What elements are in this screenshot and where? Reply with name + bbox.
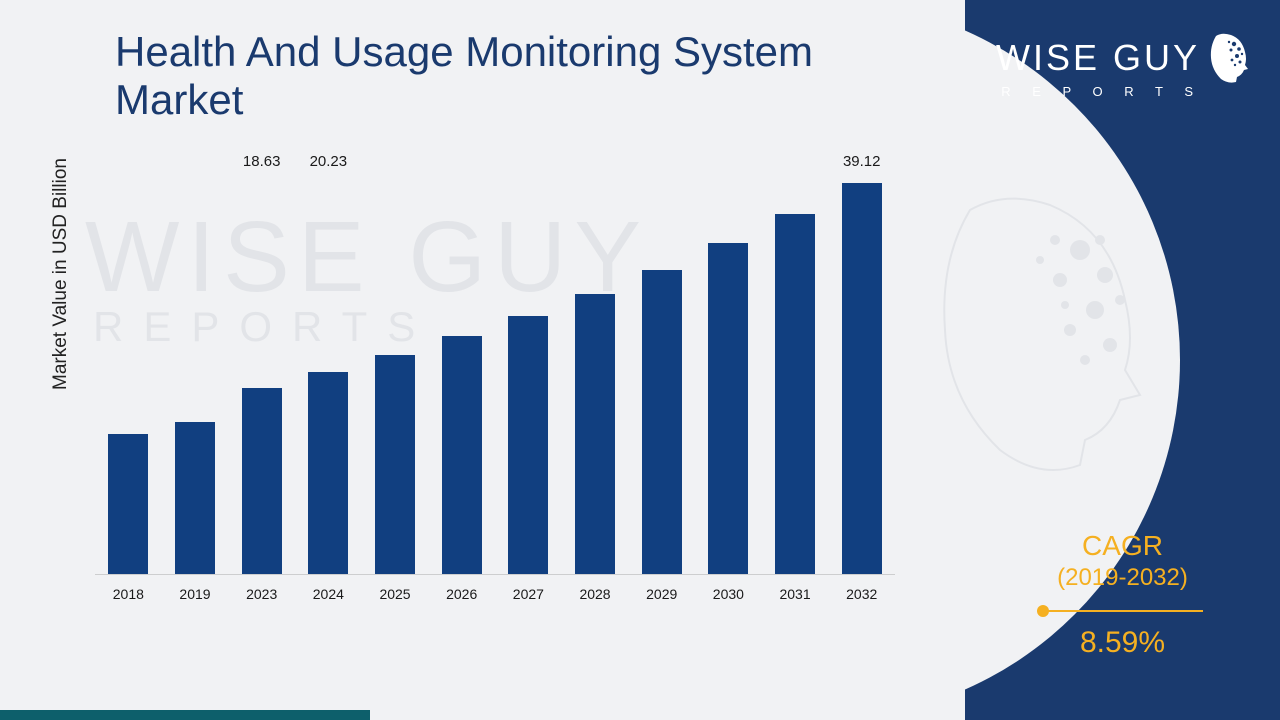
bar-group: 39.12	[828, 175, 895, 574]
bar	[842, 183, 882, 574]
bottom-accent-bar	[0, 710, 370, 720]
bar-group: 18.63	[228, 175, 295, 574]
bar	[375, 355, 415, 574]
bar	[508, 316, 548, 574]
watermark-head-icon	[910, 170, 1170, 490]
bar	[175, 422, 215, 574]
bar-group	[362, 175, 429, 574]
cagr-panel: CAGR (2019-2032) 8.59%	[995, 530, 1250, 660]
logo-text-sub: R E P O R T S	[996, 84, 1252, 99]
x-tick-label: 2028	[562, 580, 629, 605]
chart-title: Health And Usage Monitoring System Marke…	[115, 28, 875, 125]
cagr-title: CAGR	[995, 530, 1250, 562]
x-tick-label: 2025	[362, 580, 429, 605]
x-tick-label: 2027	[495, 580, 562, 605]
x-tick-label: 2024	[295, 580, 362, 605]
bar	[575, 294, 615, 574]
x-tick-label: 2030	[695, 580, 762, 605]
bar	[708, 243, 748, 574]
bar	[775, 214, 815, 574]
bar-value-label: 39.12	[843, 153, 881, 170]
bar-group	[562, 175, 629, 574]
cagr-value: 8.59%	[995, 626, 1250, 660]
bar-group	[762, 175, 829, 574]
bar	[642, 270, 682, 574]
bar-value-label: 20.23	[310, 153, 348, 170]
bar-value-label: 18.63	[243, 153, 281, 170]
x-axis-labels: 2018201920232024202520262027202820292030…	[95, 580, 895, 605]
bar-group	[428, 175, 495, 574]
bars-container: 18.6320.23 39.12	[95, 175, 895, 575]
y-axis-label: Market Value in USD Billion	[50, 158, 72, 390]
bar-chart: 18.6320.23 39.12 201820192023202420252026…	[95, 175, 895, 605]
cagr-divider	[1043, 610, 1203, 612]
bar-group	[162, 175, 229, 574]
logo-head-icon	[1206, 30, 1252, 86]
x-tick-label: 2019	[162, 580, 229, 605]
bar	[242, 388, 282, 574]
bar-group	[495, 175, 562, 574]
brand-logo: WISE GUY R E P O R T S	[996, 30, 1252, 99]
bar	[108, 434, 148, 574]
bar-group	[628, 175, 695, 574]
logo-text-main: WISE GUY	[996, 37, 1200, 79]
bar	[442, 336, 482, 574]
x-tick-label: 2018	[95, 580, 162, 605]
bar-group	[95, 175, 162, 574]
cagr-period: (2019-2032)	[995, 564, 1250, 592]
x-tick-label: 2029	[628, 580, 695, 605]
x-tick-label: 2031	[762, 580, 829, 605]
bar-group: 20.23	[295, 175, 362, 574]
x-tick-label: 2026	[428, 580, 495, 605]
x-tick-label: 2023	[228, 580, 295, 605]
x-tick-label: 2032	[828, 580, 895, 605]
bar	[308, 372, 348, 574]
bar-group	[695, 175, 762, 574]
